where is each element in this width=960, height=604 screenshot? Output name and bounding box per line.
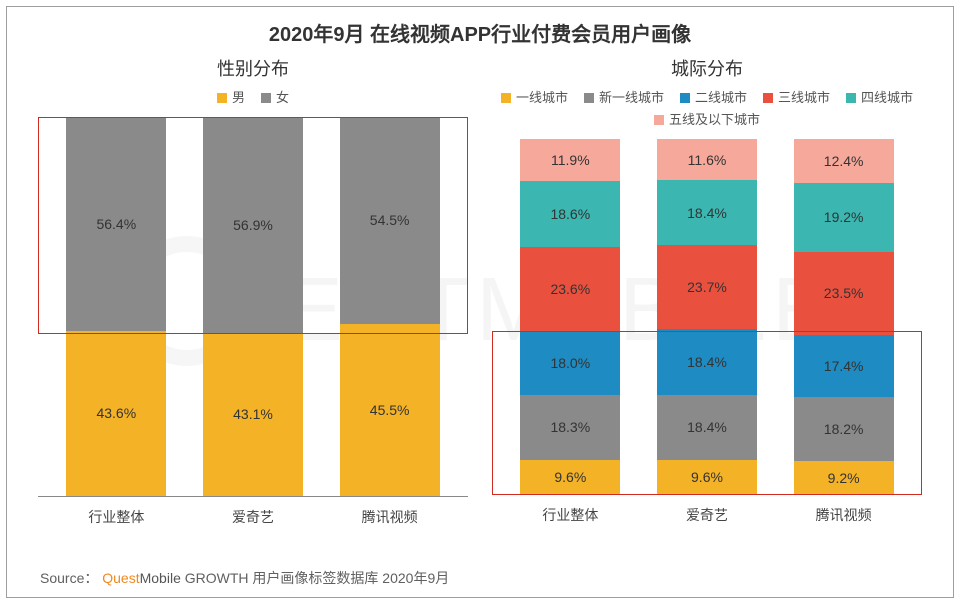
legend-label: 二线城市 <box>695 88 747 108</box>
bar-segment: 54.5% <box>340 117 440 324</box>
legend-label: 一线城市 <box>516 88 568 108</box>
bar-segment: 23.5% <box>794 252 894 335</box>
swatch <box>680 93 690 103</box>
city-chart: 城际分布 一线城市新一线城市二线城市三线城市四线城市五线及以下城市 11.9%1… <box>492 55 922 527</box>
legend-item: 三线城市 <box>763 88 830 108</box>
bar: 54.5%45.5% <box>340 117 440 496</box>
bar: 12.4%19.2%23.5%17.4%18.2%9.2% <box>794 139 894 494</box>
bar-segment: 43.1% <box>203 333 303 496</box>
xaxis-cat: 行业整体 <box>520 505 620 525</box>
swatch <box>763 93 773 103</box>
bar-segment: 11.9% <box>520 139 620 181</box>
swatch <box>584 93 594 103</box>
bar-segment: 23.6% <box>520 247 620 331</box>
legend-label: 三线城市 <box>778 88 830 108</box>
source-line: Source： QuestMobile GROWTH 用户画像标签数据库 202… <box>40 568 449 588</box>
swatch-male <box>217 93 227 103</box>
gender-xaxis: 行业整体 爱奇艺 腾讯视频 <box>38 497 468 527</box>
city-xaxis: 行业整体 爱奇艺 腾讯视频 <box>492 495 922 525</box>
xaxis-cat: 爱奇艺 <box>657 505 757 525</box>
bar-segment: 23.7% <box>657 245 757 329</box>
bar-segment: 11.6% <box>657 139 757 180</box>
legend-label: 四线城市 <box>861 88 913 108</box>
city-chart-title: 城际分布 <box>492 55 922 81</box>
swatch <box>654 115 664 125</box>
bar-segment: 56.9% <box>203 117 303 333</box>
bar-segment: 17.4% <box>794 335 894 397</box>
bar-segment: 18.4% <box>657 395 757 460</box>
swatch-female <box>261 93 271 103</box>
source-suffix: GROWTH 用户画像标签数据库 2020年9月 <box>185 570 449 586</box>
legend-label-female: 女 <box>276 88 289 108</box>
xaxis-cat: 腾讯视频 <box>794 505 894 525</box>
bar: 56.9%43.1% <box>203 117 303 496</box>
legend-item: 一线城市 <box>501 88 568 108</box>
swatch <box>501 93 511 103</box>
bar-segment: 18.4% <box>657 180 757 245</box>
legend-item-male: 男 <box>217 88 245 108</box>
bar-segment: 18.4% <box>657 329 757 394</box>
bar-segment: 18.0% <box>520 331 620 395</box>
xaxis-cat: 腾讯视频 <box>340 507 440 527</box>
gender-plot: 56.4%43.6% 56.9%43.1% 54.5%45.5% <box>38 117 468 497</box>
legend-label: 新一线城市 <box>599 88 664 108</box>
legend-item: 新一线城市 <box>584 88 664 108</box>
city-legend: 一线城市 新一线城市 二线城市 三线城市 四线城市五线及以下城市 <box>492 87 922 131</box>
legend-item: 五线及以下城市 <box>654 110 760 130</box>
bar-segment: 56.4% <box>66 117 166 331</box>
bar: 11.6%18.4%23.7%18.4%18.4%9.6% <box>657 139 757 494</box>
bar-segment: 9.2% <box>794 461 894 494</box>
bar-segment: 12.4% <box>794 139 894 183</box>
bar-segment: 9.6% <box>657 460 757 494</box>
legend-item: 二线城市 <box>680 88 747 108</box>
legend-item: 四线城市 <box>846 88 913 108</box>
xaxis-cat: 行业整体 <box>66 507 166 527</box>
swatch <box>846 93 856 103</box>
gender-legend: 男 女 <box>38 87 468 109</box>
bar-segment: 45.5% <box>340 324 440 496</box>
bar-segment: 18.2% <box>794 397 894 462</box>
bar: 56.4%43.6% <box>66 117 166 496</box>
bar-segment: 18.3% <box>520 395 620 460</box>
xaxis-cat: 爱奇艺 <box>203 507 303 527</box>
bar-segment: 9.6% <box>520 460 620 494</box>
source-brand-mobile: Mobile <box>140 570 181 586</box>
bar-segment: 19.2% <box>794 183 894 251</box>
gender-chart: 性别分布 男 女 56.4%43.6%56.9%43.1%54.5%45.5% … <box>38 55 468 527</box>
bar-segment: 43.6% <box>66 331 166 496</box>
source-brand-quest: Quest <box>102 570 139 586</box>
legend-label: 五线及以下城市 <box>669 110 760 130</box>
gender-chart-title: 性别分布 <box>38 55 468 81</box>
source-prefix: Source： <box>40 570 98 586</box>
bar-segment: 18.6% <box>520 181 620 247</box>
legend-label-male: 男 <box>232 88 245 108</box>
bar: 11.9%18.6%23.6%18.0%18.3%9.6% <box>520 139 620 494</box>
city-plot: 11.9%18.6%23.6%18.0%18.3%9.6%11.6%18.4%2… <box>492 139 922 495</box>
legend-item-female: 女 <box>261 88 289 108</box>
